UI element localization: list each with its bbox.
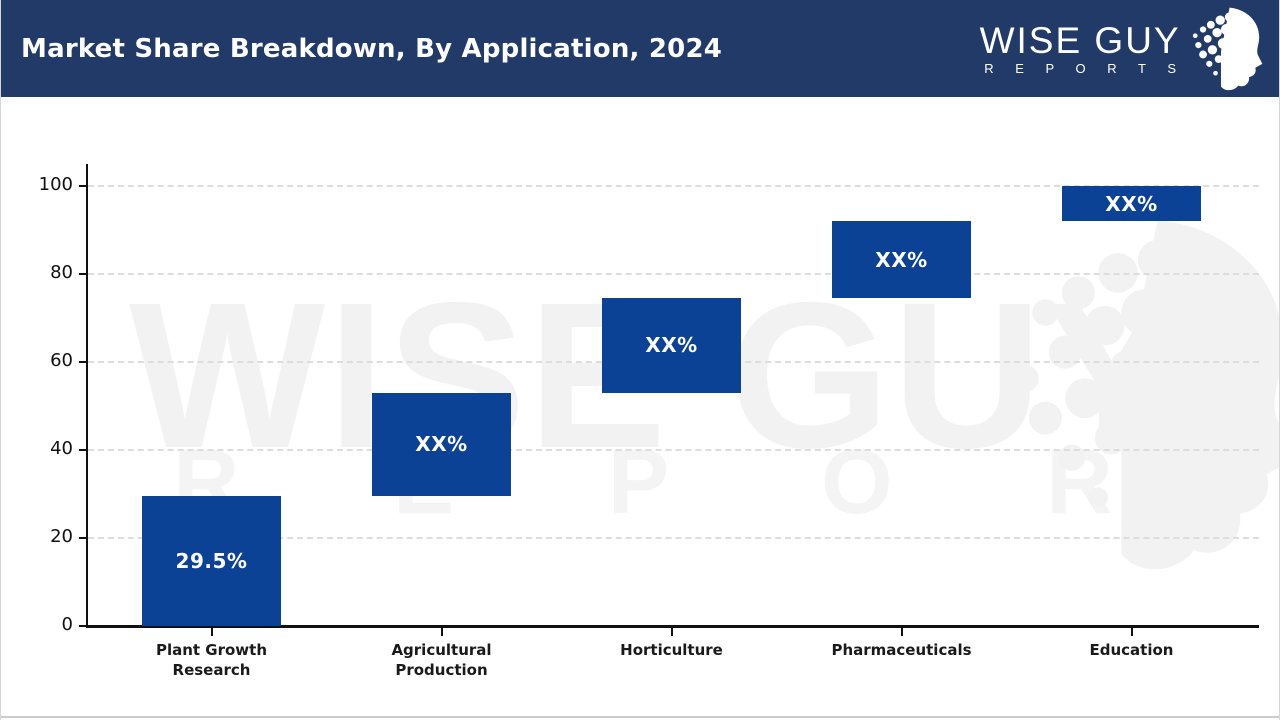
x-tick-mark [440,628,443,636]
bar-value-label: XX% [415,432,468,457]
x-axis-line [86,625,1259,628]
brand-subname: R E P O R T S [984,60,1185,76]
bar-plant-growth-research: 29.5% [142,496,281,626]
bar-value-label: XX% [645,333,698,358]
x-category-label-pharmaceuticals: Pharmaceuticals [831,641,972,659]
bar-education: XX% [1062,186,1201,222]
dotted-head-logo-icon [1192,7,1263,90]
y-tick-mark [79,361,87,363]
y-tick-mark [79,625,87,627]
bar-value-label: XX% [1105,191,1158,216]
bar-horticulture: XX% [602,298,741,393]
y-tick-mark [79,537,87,539]
chart-title: Market Share Breakdown, By Application, … [21,33,723,64]
y-tick-label: 0 [61,614,73,635]
x-category-label-horticulture: Horticulture [620,641,723,659]
brand-wordmark: WISE GUY R E P O R T S [975,19,1185,76]
y-axis-line [86,164,88,627]
brand-logo: WISE GUY R E P O R T S [975,6,1267,92]
bar-value-label: 29.5% [175,549,248,574]
header-bar: Market Share Breakdown, By Application, … [1,0,1279,97]
bar-pharmaceuticals: XX% [832,221,971,299]
y-tick-mark [79,449,87,451]
brand-name: WISE GUY [979,19,1181,61]
x-tick-mark [670,628,673,636]
y-tick-label: 60 [50,350,73,371]
x-tick-mark [1130,628,1133,636]
y-tick-label: 20 [50,526,73,547]
bottom-rule [1,716,1279,718]
gridline-y-100 [88,185,1259,187]
y-tick-label: 80 [50,262,73,283]
gridline-y-40 [88,449,1259,451]
bar-agricultural-production: XX% [372,392,511,497]
watermark-dotted-head-icon [1002,220,1279,570]
x-category-label-education: Education [1089,641,1174,659]
y-tick-mark [79,273,87,275]
y-tick-label: 40 [50,438,73,459]
x-tick-mark [210,628,213,636]
y-tick-label: 100 [38,174,73,195]
gridline-y-20 [88,537,1259,539]
watermark-text-secondary: R E P O R T S [173,431,1279,533]
gridline-y-80 [88,273,1259,275]
x-tick-mark [900,628,903,636]
bar-value-label: XX% [875,247,928,272]
y-tick-mark [79,185,87,187]
x-category-label-agricultural-production: Agricultural Production [391,641,492,679]
x-category-label-plant-growth-research: Plant Growth Research [155,641,268,679]
